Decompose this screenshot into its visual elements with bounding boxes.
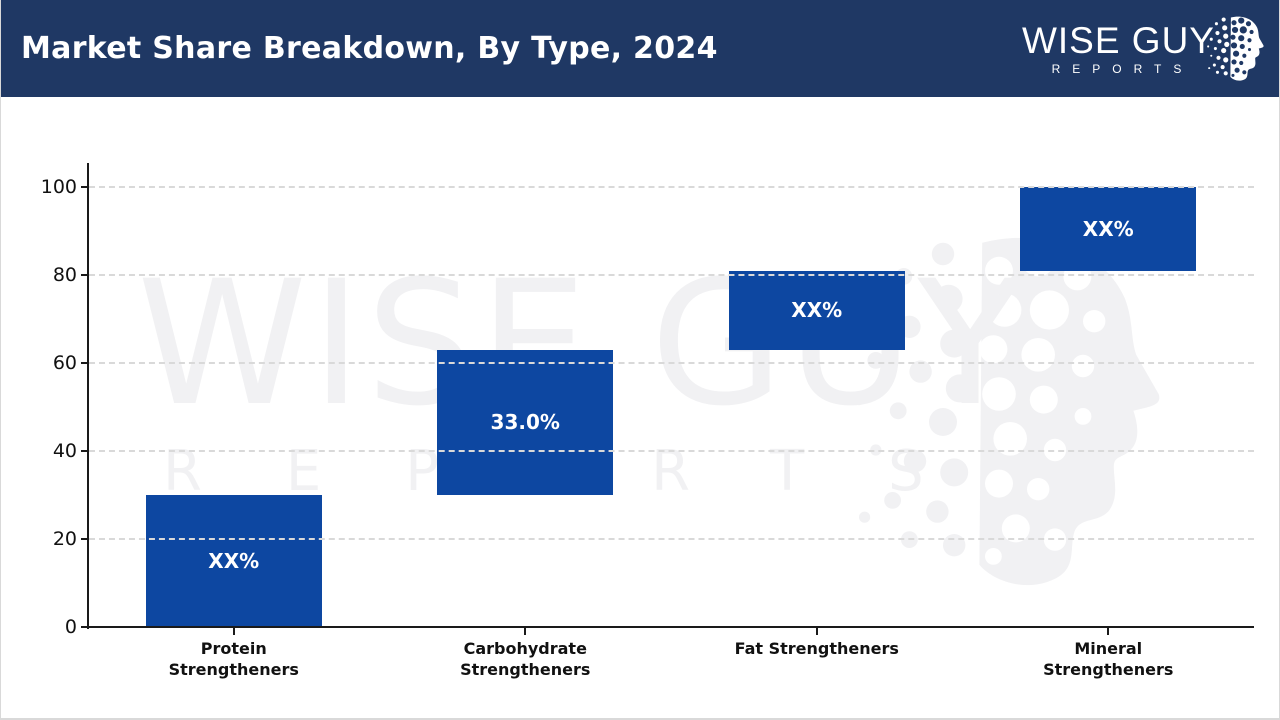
bars-layer: XX% 33.0% XX% XX% bbox=[1, 97, 1279, 718]
x-tick bbox=[232, 628, 235, 635]
gridline bbox=[89, 538, 1254, 540]
y-tick bbox=[81, 362, 88, 364]
y-axis-line bbox=[87, 163, 89, 629]
header-bar: Market Share Breakdown, By Type, 2024 WI… bbox=[1, 0, 1279, 97]
bar: XX% bbox=[728, 270, 905, 350]
gridline bbox=[89, 274, 1254, 276]
y-tick-label: 0 bbox=[64, 616, 77, 638]
bar-value-label: XX% bbox=[208, 549, 260, 573]
gridline bbox=[89, 450, 1254, 452]
y-tick bbox=[81, 450, 88, 452]
wiseguy-head-icon bbox=[1203, 14, 1265, 82]
bar-value-label: XX% bbox=[1082, 216, 1134, 241]
bar-value-label: 33.0% bbox=[490, 410, 560, 435]
chart-area: WISE GUY REPORTS XX%33.0%XX%XX% 02040608… bbox=[1, 97, 1279, 718]
gridline bbox=[89, 362, 1254, 364]
wiseguy-logo: WISE GUY REPORTS bbox=[1022, 16, 1265, 82]
y-tick-label: 60 bbox=[52, 352, 77, 374]
logo-wordmark-block: WISE GUY REPORTS bbox=[1022, 22, 1215, 75]
bar: XX% bbox=[1020, 187, 1197, 271]
y-tick bbox=[81, 626, 88, 628]
bar: 33.0% bbox=[437, 349, 614, 495]
gridlines-layer bbox=[1, 97, 1279, 718]
y-tick bbox=[81, 538, 88, 540]
y-tick bbox=[81, 186, 88, 188]
x-category-label: Mineral Strengtheners bbox=[1043, 639, 1174, 679]
y-tick-label: 100 bbox=[40, 176, 77, 198]
y-tick-label: 80 bbox=[52, 264, 77, 286]
y-tick bbox=[81, 274, 88, 276]
page-title: Market Share Breakdown, By Type, 2024 bbox=[21, 31, 718, 66]
y-tick-label: 40 bbox=[52, 440, 77, 462]
logo-subtitle: REPORTS bbox=[1051, 62, 1194, 76]
x-tick bbox=[524, 628, 527, 635]
x-tick bbox=[815, 628, 818, 635]
x-axis-line bbox=[86, 626, 1254, 628]
x-category-label: Protein Strengtheners bbox=[168, 639, 299, 679]
bar: XX% bbox=[145, 495, 322, 627]
bar-value-label: XX% bbox=[791, 298, 843, 323]
x-category-label: Carbohydrate Strengtheners bbox=[460, 639, 591, 679]
axes-layer: 0 20 40 60 80 100 Protein Strengtheners Carbohy… bbox=[1, 97, 1279, 718]
y-tick-label: 20 bbox=[52, 528, 77, 550]
x-category-label: Fat Strengtheners bbox=[734, 639, 899, 658]
gridline bbox=[89, 186, 1254, 188]
x-tick bbox=[1107, 628, 1110, 635]
logo-wordmark: WISE GUY bbox=[1021, 20, 1215, 61]
